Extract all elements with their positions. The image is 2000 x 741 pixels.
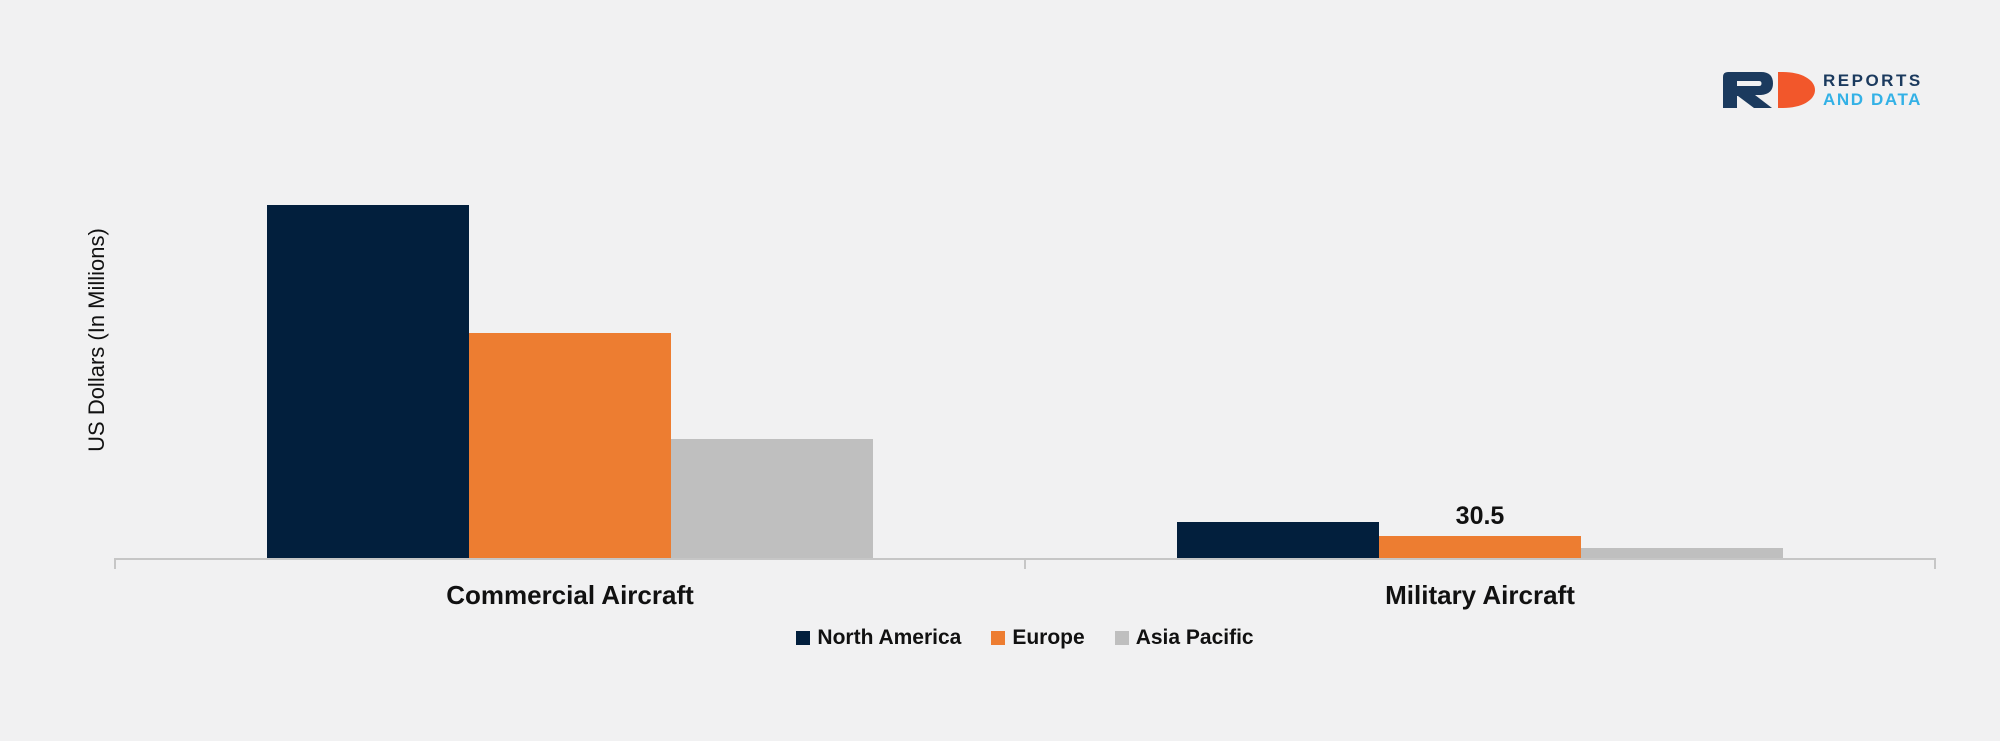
category-label-military-aircraft: Military Aircraft bbox=[1385, 580, 1575, 610]
y-axis-title: US Dollars (In Millions) bbox=[84, 228, 109, 452]
legend-item-asia-pacific: Asia Pacific bbox=[1114, 626, 1254, 650]
legend-swatch-asia-pacific bbox=[1114, 631, 1129, 645]
legend-label: Europe bbox=[1012, 626, 1085, 649]
legend-swatch-europe bbox=[991, 631, 1006, 645]
bar-value-label: 30.5 bbox=[1455, 502, 1505, 530]
logo-d-icon bbox=[1778, 72, 1815, 108]
bar-asia-pacific-military-aircraft bbox=[1581, 548, 1783, 558]
bar-europe-military-aircraft bbox=[1379, 536, 1581, 558]
category-label-commercial-aircraft: Commercial Aircraft bbox=[446, 580, 694, 610]
legend-swatch-north-america bbox=[796, 631, 811, 645]
x-axis-tick bbox=[1024, 558, 1026, 569]
bar-north-america-commercial-aircraft bbox=[267, 205, 469, 558]
logo-mark bbox=[1723, 72, 1815, 108]
legend-label: North America bbox=[817, 626, 962, 649]
logo-r-icon bbox=[1723, 72, 1773, 108]
bar-europe-commercial-aircraft bbox=[469, 333, 671, 558]
legend-item-north-america: North America bbox=[796, 626, 961, 650]
x-axis-tick bbox=[114, 558, 116, 569]
logo-line1: REPORTS bbox=[1823, 71, 1923, 90]
legend-label: Asia Pacific bbox=[1135, 626, 1254, 649]
legend: North America Europe Asia Pacific bbox=[115, 626, 1935, 650]
x-axis-tick bbox=[1934, 558, 1936, 569]
logo-text: REPORTS AND DATA bbox=[1823, 72, 1923, 108]
logo: REPORTS AND DATA bbox=[1723, 72, 1923, 108]
legend-item-europe: Europe bbox=[991, 626, 1085, 650]
logo-line2: AND DATA bbox=[1823, 90, 1923, 109]
bar-north-america-military-aircraft bbox=[1177, 522, 1379, 558]
logo-rd-icon bbox=[1723, 72, 1815, 108]
bar-asia-pacific-commercial-aircraft bbox=[671, 439, 873, 558]
